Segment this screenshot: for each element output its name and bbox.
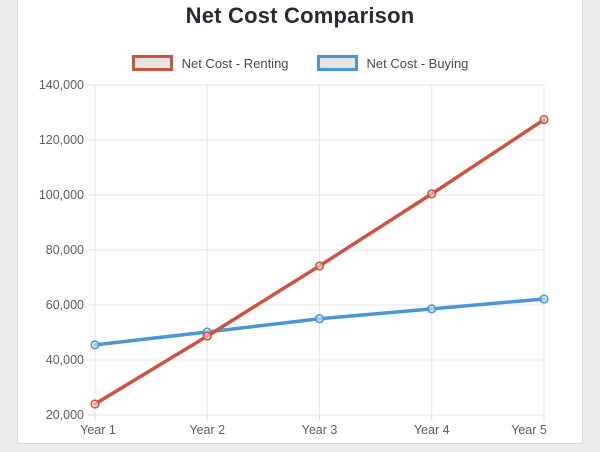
- legend-label-buying: Net Cost - Buying: [366, 55, 469, 71]
- chart-title: Net Cost Comparison: [185, 3, 415, 28]
- legend-item-renting[interactable]: Net Cost - Renting: [131, 55, 289, 71]
- legend-swatch-renting-icon: [131, 55, 173, 71]
- legend-swatch-buying-icon: [316, 55, 358, 71]
- legend-item-buying[interactable]: Net Cost - Buying: [316, 55, 469, 71]
- legend-label-renting: Net Cost - Renting: [181, 55, 289, 71]
- chart-card: Net Cost Comparison Net Cost - Renting N…: [17, 0, 583, 444]
- chart-legend: Net Cost - Renting Net Cost - Buying: [18, 55, 582, 71]
